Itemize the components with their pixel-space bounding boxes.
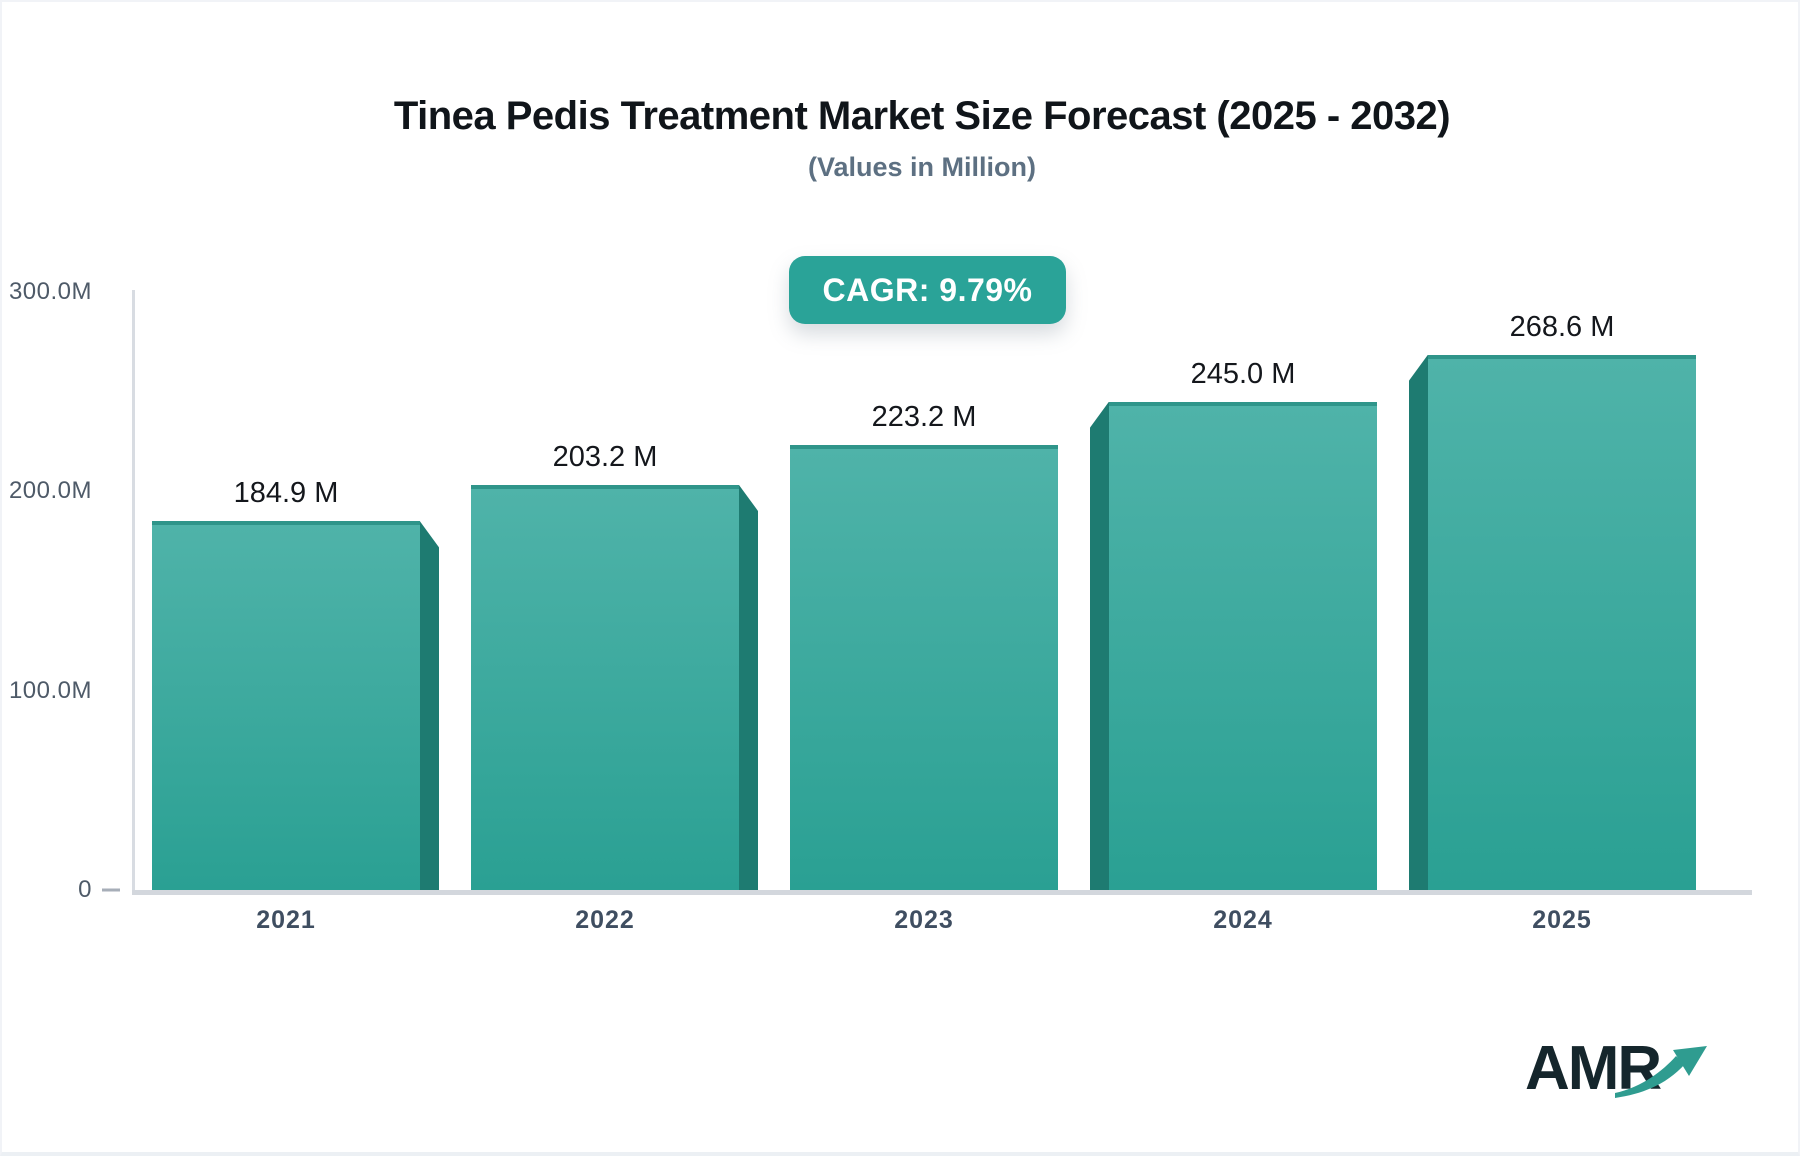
bar-2025[interactable]	[1428, 354, 1696, 890]
bar-2024[interactable]	[1109, 401, 1377, 890]
y-tick-label: 0	[78, 876, 92, 903]
bar-3d-side	[1409, 354, 1428, 890]
x-axis-label-2024: 2024	[1213, 906, 1273, 934]
bar-value-label: 184.9 M	[233, 477, 339, 510]
bar-2023[interactable]	[790, 445, 1058, 890]
chart-title: Tinea Pedis Treatment Market Size Foreca…	[393, 94, 1451, 138]
bar-value-label: 245.0 M	[1190, 357, 1296, 390]
y-axis-line	[132, 290, 135, 892]
cagr-badge: CAGR: 9.79%	[789, 256, 1066, 324]
x-axis-label-2025: 2025	[1532, 906, 1592, 934]
bar-3d-side	[739, 484, 758, 890]
bar-value-label: 203.2 M	[552, 440, 658, 473]
bar-value-label: 268.6 M	[1509, 310, 1615, 343]
bar-3d-side	[420, 521, 439, 890]
y-tick-label: 100.0M	[8, 676, 92, 704]
bar-2021[interactable]	[152, 521, 420, 890]
x-axis-line	[132, 890, 1752, 895]
bar-value-label: 223.2 M	[871, 401, 977, 434]
y-tick-label: 300.0M	[8, 278, 92, 305]
chart-subtitle: (Values in Million)	[807, 152, 1037, 182]
y-tick-label: 200.0M	[8, 477, 92, 505]
amr-logo: AMR	[1525, 1038, 1755, 1130]
growth-arrow-icon	[1615, 1046, 1707, 1098]
x-axis-label-2021: 2021	[256, 906, 316, 934]
x-axis-label-2022: 2022	[575, 906, 635, 934]
bar-2022[interactable]	[471, 484, 739, 890]
x-axis-label-2023: 2023	[894, 906, 954, 934]
zero-tick-mark	[102, 888, 120, 892]
bar-3d-side	[1090, 401, 1109, 890]
